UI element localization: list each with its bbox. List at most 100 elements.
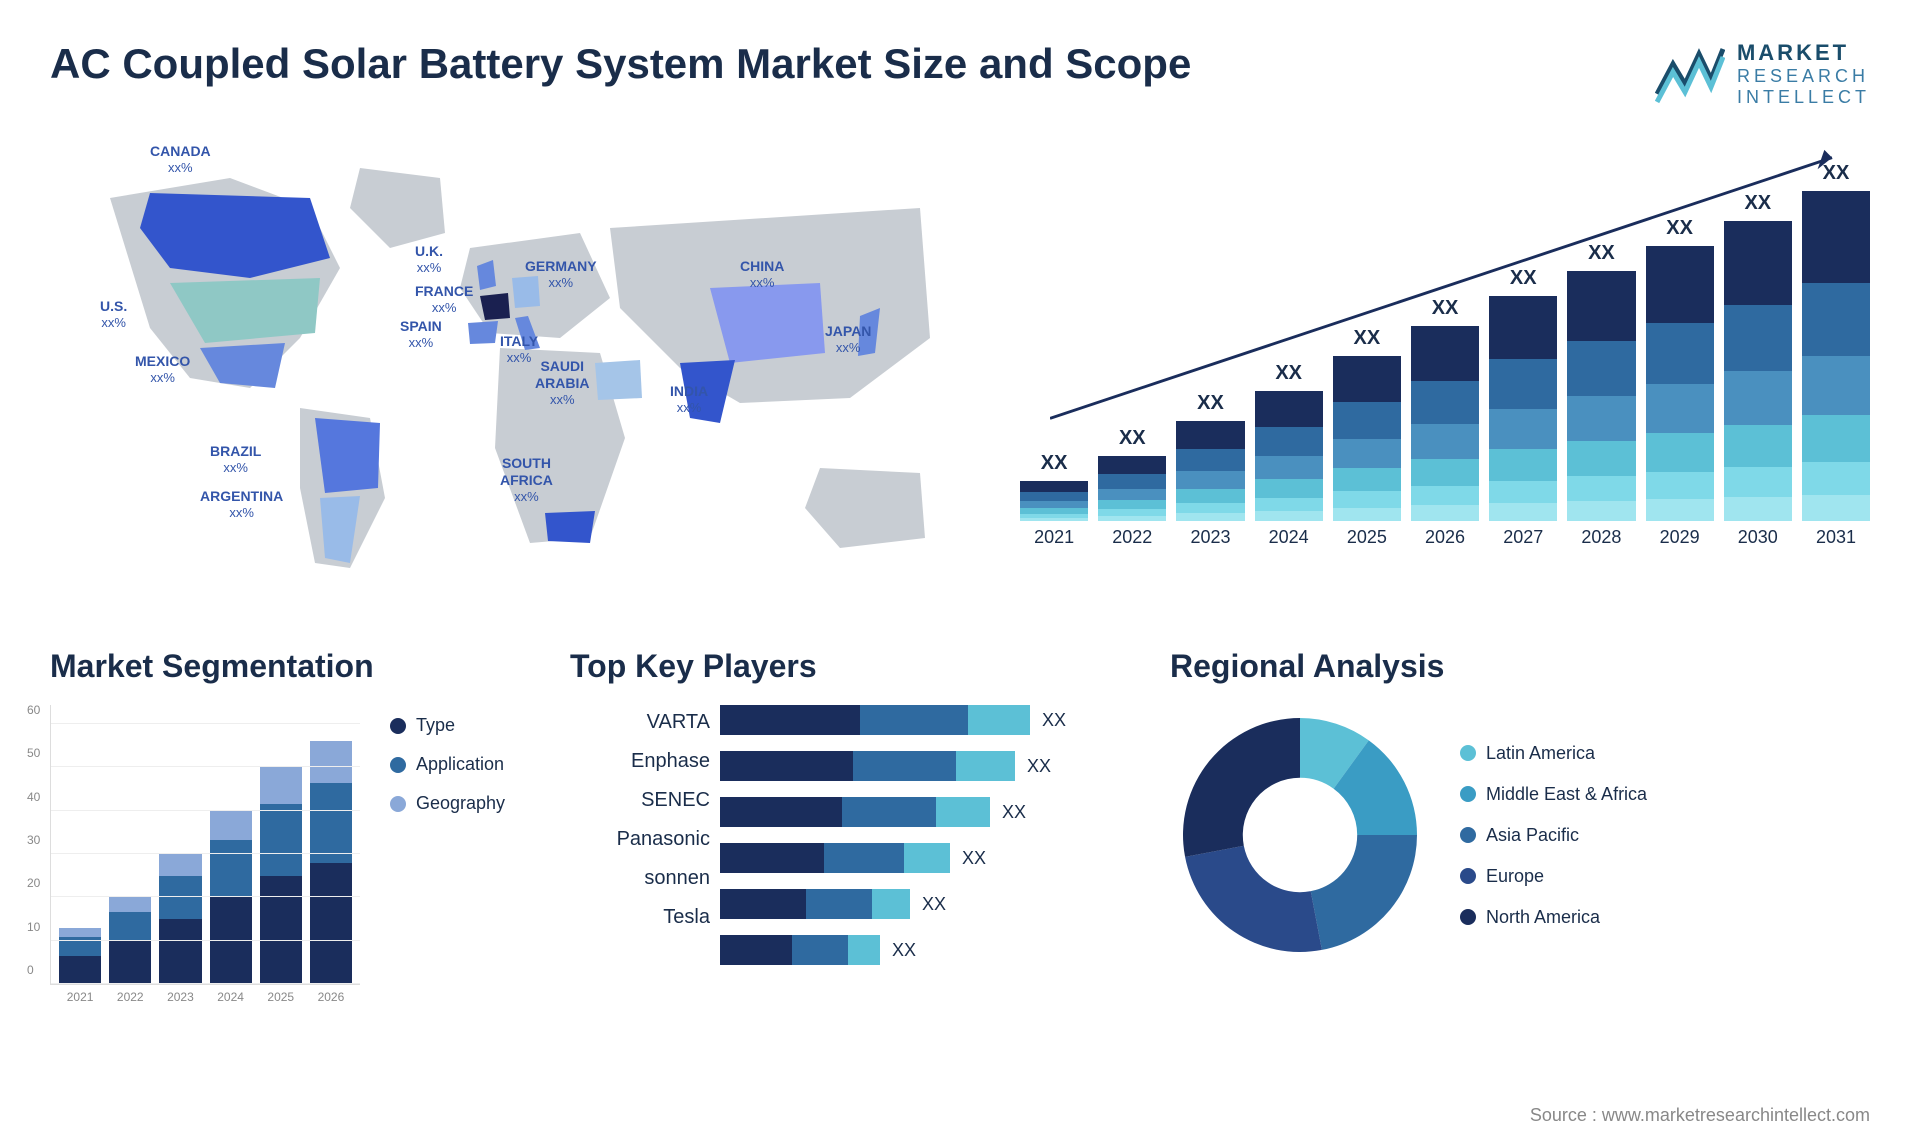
- forecast-year-label: 2029: [1660, 527, 1700, 548]
- map-label-spain: SPAINxx%: [400, 318, 442, 350]
- seg-ytick: 40: [27, 790, 40, 804]
- forecast-year-label: 2030: [1738, 527, 1778, 548]
- regional-legend-item: North America: [1460, 907, 1647, 928]
- segmentation-legend: Type Application Geography: [390, 705, 505, 985]
- seg-year-label: 2024: [217, 990, 244, 1004]
- map-label-germany: GERMANYxx%: [525, 258, 597, 290]
- forecast-bar-value: XX: [1666, 217, 1693, 240]
- map-label-india: INDIAxx%: [670, 383, 708, 415]
- player-bar-row: XX: [720, 889, 1130, 919]
- seg-bar-2021: 2021: [59, 928, 101, 984]
- seg-ytick: 50: [27, 746, 40, 760]
- forecast-bar-2028: XX 2028: [1567, 242, 1635, 548]
- legend-label: Type: [416, 715, 455, 736]
- forecast-bar-2024: XX 2024: [1255, 362, 1323, 548]
- player-name: Tesla: [570, 906, 710, 929]
- player-names: VARTAEnphaseSENECPanasonicsonnenTesla: [570, 705, 710, 965]
- legend-label: Application: [416, 754, 504, 775]
- regional-legend: Latin America Middle East & Africa Asia Pa…: [1460, 743, 1647, 928]
- player-bar-row: XX: [720, 705, 1130, 735]
- seg-bar-2024: 2024: [210, 811, 252, 984]
- bottom-section: Market Segmentation 20212022202320242025…: [50, 648, 1870, 985]
- forecast-bar-2026: XX 2026: [1411, 297, 1479, 548]
- forecast-year-label: 2028: [1581, 527, 1621, 548]
- seg-ytick: 60: [27, 703, 40, 717]
- forecast-bar-value: XX: [1432, 297, 1459, 320]
- seg-ytick: 30: [27, 833, 40, 847]
- map-label-saudi-arabia: SAUDIARABIAxx%: [535, 358, 589, 407]
- map-label-france: FRANCExx%: [415, 283, 473, 315]
- legend-label: North America: [1486, 907, 1600, 928]
- map-label-mexico: MEXICOxx%: [135, 353, 190, 385]
- player-name: VARTA: [570, 711, 710, 734]
- forecast-year-label: 2022: [1112, 527, 1152, 548]
- map-label-u-s-: U.S.xx%: [100, 298, 127, 330]
- regional-title: Regional Analysis: [1170, 648, 1770, 685]
- seg-year-label: 2022: [117, 990, 144, 1004]
- seg-bar-2026: 2026: [310, 741, 352, 984]
- player-bar-row: XX: [720, 935, 1130, 965]
- player-value: XX: [892, 940, 916, 961]
- player-name: sonnen: [570, 867, 710, 890]
- seg-legend-item: Geography: [390, 793, 505, 814]
- seg-bar-2023: 2023: [159, 854, 201, 984]
- legend-dot-icon: [390, 757, 406, 773]
- top-section: CANADAxx% U.S.xx% MEXICOxx% BRAZILxx% ARGENT…: [50, 138, 1870, 608]
- regional-legend-item: Europe: [1460, 866, 1647, 887]
- regional-legend-item: Latin America: [1460, 743, 1647, 764]
- source-attribution: Source : www.marketresearchintellect.com: [1530, 1105, 1870, 1126]
- seg-bar-2025: 2025: [260, 767, 302, 984]
- forecast-year-label: 2021: [1034, 527, 1074, 548]
- forecast-year-label: 2026: [1425, 527, 1465, 548]
- map-label-u-k-: U.K.xx%: [415, 243, 443, 275]
- forecast-year-label: 2025: [1347, 527, 1387, 548]
- map-label-brazil: BRAZILxx%: [210, 443, 261, 475]
- forecast-bar-value: XX: [1744, 192, 1771, 215]
- forecast-year-label: 2023: [1190, 527, 1230, 548]
- forecast-year-label: 2024: [1269, 527, 1309, 548]
- legend-dot-icon: [1460, 827, 1476, 843]
- map-label-canada: CANADAxx%: [150, 143, 211, 175]
- forecast-bar-2031: XX 2031: [1802, 162, 1870, 548]
- regional-panel: Regional Analysis Latin America Middle Ea…: [1170, 648, 1770, 985]
- header: AC Coupled Solar Battery System Market S…: [50, 40, 1870, 108]
- map-label-italy: ITALYxx%: [500, 333, 538, 365]
- segmentation-panel: Market Segmentation 20212022202320242025…: [50, 648, 530, 985]
- donut-slice: [1185, 846, 1322, 952]
- player-name: Panasonic: [570, 828, 710, 851]
- forecast-bar-2021: XX 2021: [1020, 452, 1088, 548]
- legend-label: Middle East & Africa: [1486, 784, 1647, 805]
- map-label-argentina: ARGENTINAxx%: [200, 488, 283, 520]
- seg-ytick: 10: [27, 920, 40, 934]
- forecast-bar-value: XX: [1275, 362, 1302, 385]
- main-forecast-chart: XX 2021 XX 2022 XX 2023 XX 2024 XX 2025 XX 2026 XX 20…: [1020, 138, 1870, 608]
- forecast-bar-value: XX: [1197, 392, 1224, 415]
- legend-label: Latin America: [1486, 743, 1595, 764]
- map-label-japan: JAPANxx%: [825, 323, 871, 355]
- seg-year-label: 2021: [67, 990, 94, 1004]
- player-bar-row: XX: [720, 843, 1130, 873]
- player-bar-row: XX: [720, 751, 1130, 781]
- seg-ytick: 20: [27, 876, 40, 890]
- logo-text-3: INTELLECT: [1737, 87, 1870, 108]
- forecast-year-label: 2031: [1816, 527, 1856, 548]
- forecast-bar-value: XX: [1119, 427, 1146, 450]
- player-value: XX: [922, 894, 946, 915]
- legend-dot-icon: [390, 796, 406, 812]
- seg-ytick: 0: [27, 963, 34, 977]
- seg-year-label: 2023: [167, 990, 194, 1004]
- legend-label: Asia Pacific: [1486, 825, 1579, 846]
- forecast-bar-value: XX: [1041, 452, 1068, 475]
- segmentation-chart: 202120222023202420252026 0102030405060: [50, 705, 360, 985]
- legend-label: Europe: [1486, 866, 1544, 887]
- forecast-bar-2030: XX 2030: [1724, 192, 1792, 548]
- player-value: XX: [1027, 756, 1051, 777]
- seg-bar-2022: 2022: [109, 897, 151, 984]
- logo-mark-icon: [1655, 44, 1725, 104]
- donut-slice: [1183, 718, 1300, 857]
- forecast-bar-value: XX: [1823, 162, 1850, 185]
- map-label-china: CHINAxx%: [740, 258, 784, 290]
- player-value: XX: [1042, 710, 1066, 731]
- players-title: Top Key Players: [570, 648, 1130, 685]
- forecast-bar-value: XX: [1588, 242, 1615, 265]
